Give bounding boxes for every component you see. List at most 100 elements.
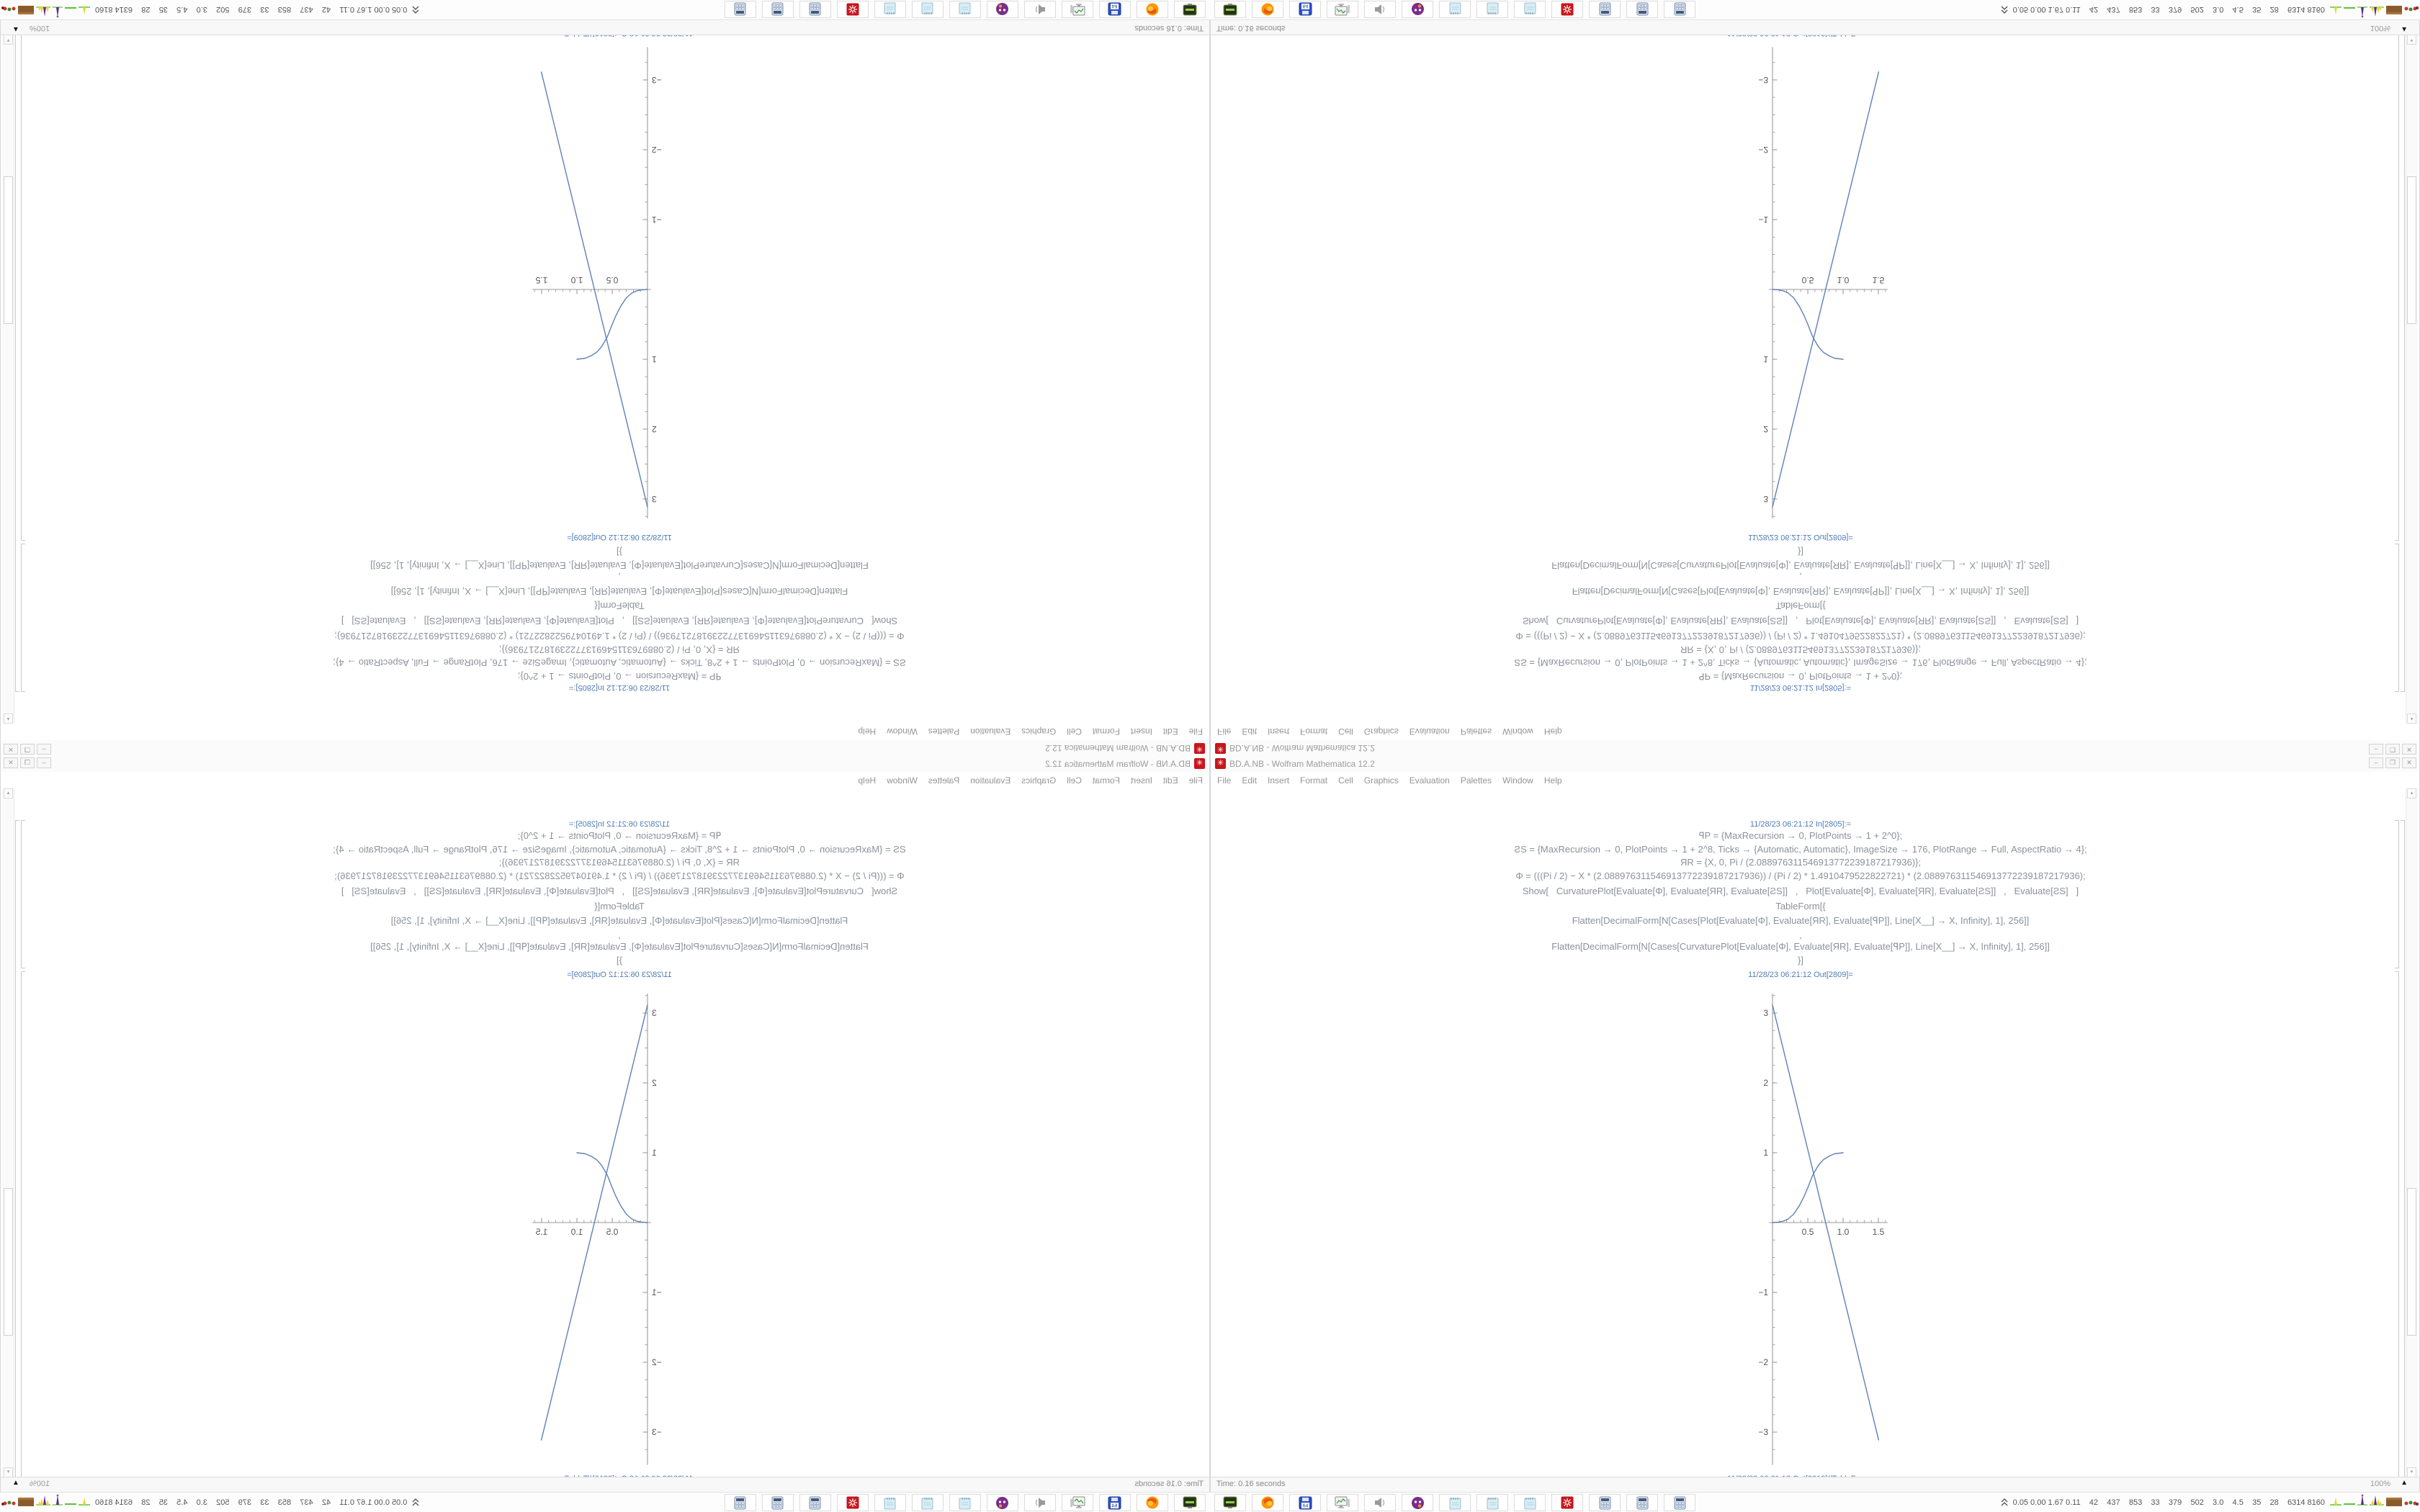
launcher-floppy64-icon[interactable]: 64 xyxy=(1289,1494,1321,1511)
magnification-menu-arrow[interactable]: ▲ xyxy=(2401,25,2408,33)
menu-evaluation[interactable]: Evaluation xyxy=(970,726,1011,737)
vertical-scrollbar[interactable]: ▴ ▾ xyxy=(2,35,14,724)
menu-edit[interactable]: Edit xyxy=(1242,726,1258,737)
scrollbar-thumb[interactable] xyxy=(2407,176,2416,324)
menu-cell[interactable]: Cell xyxy=(1067,726,1082,737)
launcher-calculator-icon[interactable] xyxy=(1664,1,1695,18)
menu-insert[interactable]: Insert xyxy=(1130,726,1152,737)
launcher-mathematica-icon[interactable] xyxy=(1551,1494,1583,1511)
magnification-value[interactable]: 100% xyxy=(2370,24,2390,32)
launcher-calculator-icon[interactable] xyxy=(799,1,831,18)
menu-graphics[interactable]: Graphics xyxy=(1363,726,1399,737)
menu-file[interactable]: File xyxy=(1188,726,1203,737)
title-bar[interactable]: ✳ BD.A.NB - Wolfram Mathematica 12.2 – ❐… xyxy=(1,740,1209,756)
launcher-system-monitor-icon[interactable] xyxy=(1327,1494,1358,1511)
cell-bracket-input[interactable] xyxy=(2395,820,2399,968)
launcher-notepad-icon[interactable] xyxy=(1439,1494,1471,1511)
launcher-calculator-icon[interactable] xyxy=(762,1,794,18)
hidden-icons-chevron-icon[interactable] xyxy=(2001,5,2008,14)
menu-window[interactable]: Window xyxy=(887,775,918,786)
cell-bracket-group[interactable] xyxy=(2401,820,2405,1477)
menu-window[interactable]: Window xyxy=(887,726,918,737)
scroll-down-button[interactable]: ▾ xyxy=(4,35,13,45)
menu-insert[interactable]: Insert xyxy=(1268,726,1290,737)
launcher-calculator-icon[interactable] xyxy=(1589,1,1621,18)
vertical-scrollbar[interactable]: ▴ ▾ xyxy=(2406,35,2418,724)
notebook-content[interactable]: 11/28/23 06:21:12 In[2805]:= ꟼP = {MaxRe… xyxy=(1211,788,2419,1477)
menu-help[interactable]: Help xyxy=(858,726,877,737)
menu-graphics[interactable]: Graphics xyxy=(1021,726,1057,737)
launcher-firefox-icon[interactable] xyxy=(1137,1,1168,18)
launcher-speaker-icon[interactable] xyxy=(1364,1,1396,18)
menu-evaluation[interactable]: Evaluation xyxy=(970,775,1011,786)
menu-help[interactable]: Help xyxy=(1543,726,1562,737)
cell-bracket-group[interactable] xyxy=(2401,35,2405,692)
menu-format[interactable]: Format xyxy=(1300,775,1328,786)
restore-button[interactable]: ❐ xyxy=(2385,757,2400,768)
menu-window[interactable]: Window xyxy=(1502,775,1533,786)
scroll-down-button[interactable]: ▾ xyxy=(2407,35,2416,45)
launcher-gpu-monitor-icon[interactable] xyxy=(1214,1,1246,18)
launcher-gpu-monitor-icon[interactable] xyxy=(1174,1,1206,18)
launcher-calculator-icon[interactable] xyxy=(725,1,756,18)
magnification-value[interactable]: 100% xyxy=(2370,1480,2390,1488)
launcher-firefox-icon[interactable] xyxy=(1252,1,1283,18)
menu-cell[interactable]: Cell xyxy=(1338,775,1353,786)
menu-help[interactable]: Help xyxy=(1543,775,1562,786)
cell-bracket-output[interactable] xyxy=(2395,971,2399,1477)
menu-insert[interactable]: Insert xyxy=(1268,775,1290,786)
minimize-button[interactable]: – xyxy=(37,757,51,768)
launcher-calculator-icon[interactable] xyxy=(1626,1494,1658,1511)
launcher-calculator-icon[interactable] xyxy=(799,1494,831,1511)
launcher-firefox-icon[interactable] xyxy=(1137,1494,1168,1511)
restore-button[interactable]: ❐ xyxy=(20,744,35,755)
launcher-purple-app-icon[interactable] xyxy=(987,1494,1018,1511)
vertical-scrollbar[interactable]: ▴ ▾ xyxy=(2406,788,2418,1477)
launcher-notepad-icon[interactable] xyxy=(1439,1,1471,18)
launcher-floppy64-icon[interactable]: 64 xyxy=(1099,1,1131,18)
scroll-down-button[interactable]: ▾ xyxy=(2407,1467,2416,1477)
menu-file[interactable]: File xyxy=(1217,775,1232,786)
launcher-calculator-icon[interactable] xyxy=(1589,1494,1621,1511)
magnification-menu-arrow[interactable]: ▲ xyxy=(12,25,19,33)
title-bar[interactable]: ✳ BD.A.NB - Wolfram Mathematica 12.2 – ❐… xyxy=(1211,756,2419,772)
menu-edit[interactable]: Edit xyxy=(1242,775,1258,786)
scroll-up-button[interactable]: ▴ xyxy=(4,788,13,798)
hidden-icons-chevron-icon[interactable] xyxy=(2001,1498,2008,1507)
vertical-scrollbar[interactable]: ▴ ▾ xyxy=(2,788,14,1477)
menu-format[interactable]: Format xyxy=(1300,726,1328,737)
scroll-up-button[interactable]: ▴ xyxy=(2407,714,2416,724)
launcher-purple-app-icon[interactable] xyxy=(987,1,1018,18)
launcher-notepad-icon[interactable] xyxy=(1476,1494,1508,1511)
launcher-calculator-icon[interactable] xyxy=(725,1494,756,1511)
launcher-mathematica-icon[interactable] xyxy=(837,1,869,18)
launcher-gpu-monitor-icon[interactable] xyxy=(1174,1494,1206,1511)
menu-format[interactable]: Format xyxy=(1092,775,1120,786)
launcher-notepad-icon[interactable] xyxy=(1514,1,1546,18)
menu-format[interactable]: Format xyxy=(1092,726,1120,737)
launcher-notepad-icon[interactable] xyxy=(1476,1,1508,18)
menu-cell[interactable]: Cell xyxy=(1338,726,1353,737)
launcher-system-monitor-icon[interactable] xyxy=(1327,1,1358,18)
launcher-calculator-icon[interactable] xyxy=(1626,1,1658,18)
menu-file[interactable]: File xyxy=(1217,726,1232,737)
menu-palettes[interactable]: Palettes xyxy=(1460,726,1492,737)
launcher-calculator-icon[interactable] xyxy=(1664,1494,1695,1511)
cell-bracket-input[interactable] xyxy=(2395,544,2399,692)
menu-help[interactable]: Help xyxy=(858,775,877,786)
menu-edit[interactable]: Edit xyxy=(1162,726,1178,737)
launcher-mathematica-icon[interactable] xyxy=(837,1494,869,1511)
launcher-speaker-icon[interactable] xyxy=(1364,1494,1396,1511)
launcher-speaker-icon[interactable] xyxy=(1024,1494,1056,1511)
launcher-gpu-monitor-icon[interactable] xyxy=(1214,1494,1246,1511)
menu-palettes[interactable]: Palettes xyxy=(928,726,960,737)
minimize-button[interactable]: – xyxy=(2369,757,2383,768)
menu-evaluation[interactable]: Evaluation xyxy=(1409,726,1450,737)
scroll-up-button[interactable]: ▴ xyxy=(2407,788,2416,798)
launcher-purple-app-icon[interactable] xyxy=(1402,1,1433,18)
notebook-content[interactable]: 11/28/23 06:21:12 In[2805]:= ꟼP = {MaxRe… xyxy=(1,35,1209,724)
notebook-content[interactable]: 11/28/23 06:21:12 In[2805]:= ꟼP = {MaxRe… xyxy=(1,788,1209,1477)
cell-bracket-output[interactable] xyxy=(2395,35,2399,541)
launcher-notepad-icon[interactable] xyxy=(912,1494,944,1511)
magnification-value[interactable]: 100% xyxy=(30,24,50,32)
